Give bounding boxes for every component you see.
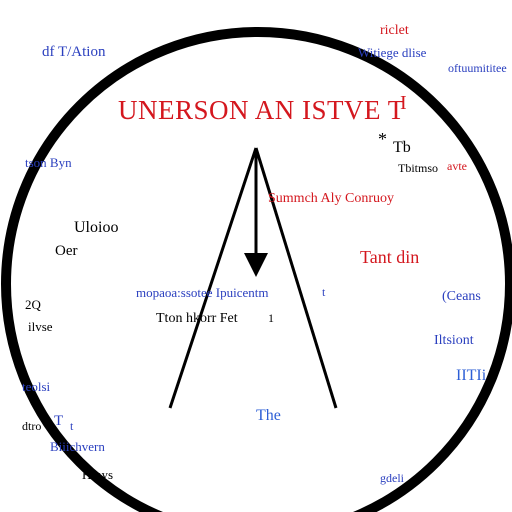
- diagram-label: dtro: [22, 420, 41, 433]
- diagram-label: Tton hkorr Fet: [156, 312, 238, 327]
- diagram-label: mopaoa:ssotee Ipuicentm: [136, 286, 269, 300]
- diagram-label: Iltsiont: [434, 334, 474, 349]
- diagram-label: gdeli: [380, 472, 404, 485]
- diagram-label: Tbitmso: [398, 162, 438, 175]
- diagram-label: The: [256, 408, 281, 425]
- diagram-label: df T/Ation: [42, 45, 105, 61]
- diagram-label: teolsi: [22, 380, 50, 394]
- divider-right: [256, 148, 336, 408]
- diagram-label: 1: [268, 312, 274, 325]
- diagram-label: Biiichvern: [50, 440, 105, 454]
- diagram-label: Uloioo: [74, 220, 118, 237]
- diagram-label: Summch Aly Conruoy: [268, 192, 394, 207]
- diagram-label: t: [322, 286, 325, 299]
- diagram-label: tson Byn: [25, 156, 72, 170]
- diagram-label: riclet: [380, 24, 409, 39]
- diagram-label: (Ceans: [442, 290, 481, 305]
- diagram-title-suffix: I: [400, 92, 407, 115]
- diagram-label: oftuumititee: [448, 62, 507, 75]
- diagram-label: Oer: [55, 244, 78, 260]
- diagram-label: Tb: [393, 140, 411, 157]
- diagram-title: UNERSON AN ISTVE T: [118, 95, 405, 126]
- diagram-label: ilvse: [28, 320, 53, 334]
- diagram-label: t: [70, 420, 73, 433]
- diagram-label: 2Q: [25, 298, 41, 312]
- diagram-stage: UNERSON AN ISTVE T I riclet Witiege dlise…: [0, 0, 512, 512]
- diagram-label: Tant din: [360, 248, 419, 267]
- diagram-label: *: [378, 130, 387, 149]
- diagram-label: Witiege dlise: [358, 46, 426, 60]
- diagram-label: T: [54, 414, 63, 430]
- diagram-label: IITIi: [456, 368, 486, 385]
- diagram-label: avte: [447, 160, 467, 173]
- divider-left: [170, 148, 256, 408]
- diagram-label: Hmys: [82, 468, 113, 482]
